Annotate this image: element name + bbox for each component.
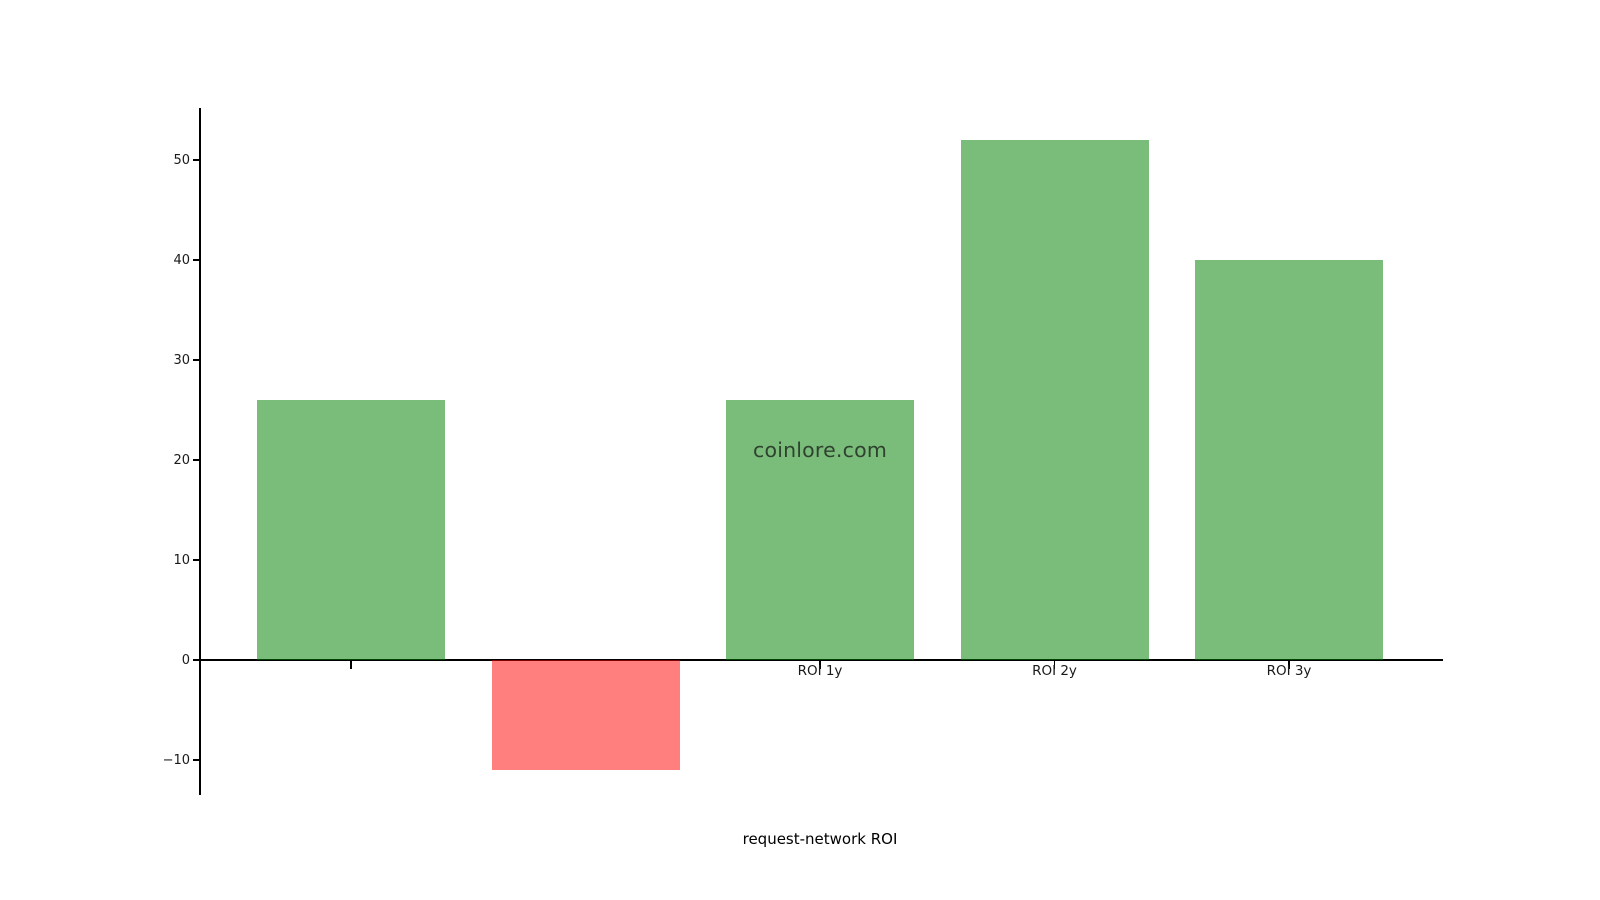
- x-tick-mark: [1288, 660, 1290, 669]
- y-tick-label: −10: [162, 752, 190, 768]
- chart-title: request-network ROI: [742, 830, 898, 848]
- x-tick-mark: [350, 660, 352, 669]
- bar-roi-3y: [1195, 260, 1383, 660]
- y-tick-label: 20: [173, 452, 190, 468]
- y-tick-label: 40: [173, 252, 190, 268]
- y-tick-label: 10: [173, 552, 190, 568]
- y-tick-mark: [193, 759, 200, 761]
- y-tick-label: 0: [181, 652, 190, 668]
- y-tick-mark: [193, 459, 200, 461]
- bar-period-2: [491, 660, 680, 770]
- y-tick-mark: [193, 659, 200, 661]
- x-tick-mark: [1053, 660, 1056, 669]
- y-tick-mark: [193, 259, 200, 261]
- x-tick-label-roi-1y: ROI 1y: [797, 663, 843, 679]
- watermark-text: coinlore.com: [752, 438, 888, 462]
- y-tick-label: 50: [173, 152, 190, 168]
- y-axis-spine: [199, 108, 201, 795]
- bar-period-1: [257, 400, 445, 660]
- y-tick-label: 30: [173, 352, 190, 368]
- x-tick-label-roi-3y: ROI 3y: [1266, 663, 1312, 679]
- y-tick-mark: [193, 559, 200, 561]
- bar-roi-2y: [960, 140, 1149, 660]
- bar-roi-1y: [726, 400, 914, 660]
- y-tick-mark: [193, 159, 200, 161]
- x-tick-label-roi-2y: ROI 2y: [1032, 663, 1077, 679]
- y-tick-mark: [193, 359, 200, 361]
- x-tick-mark: [819, 660, 821, 669]
